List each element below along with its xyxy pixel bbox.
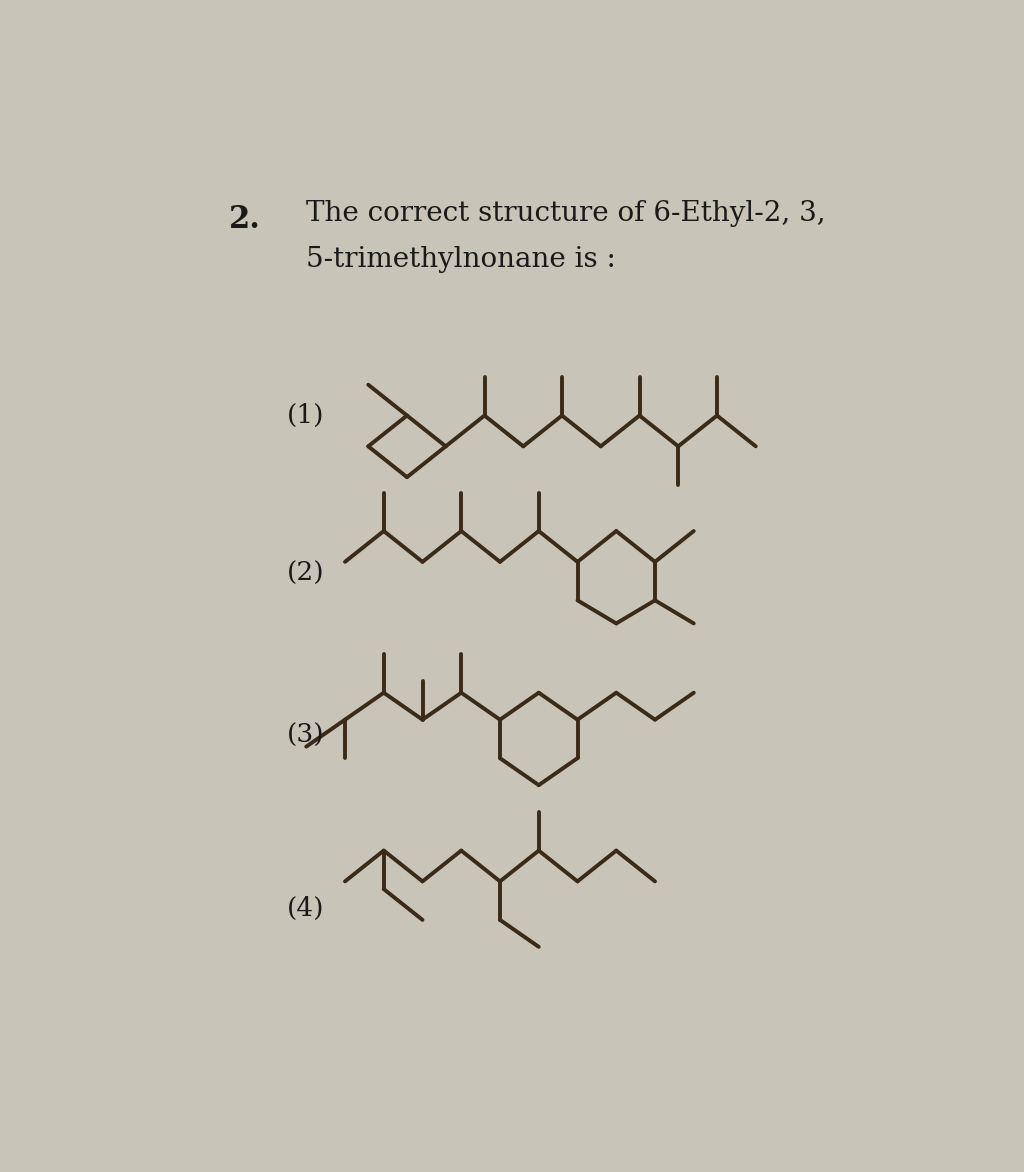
Text: (4): (4) — [287, 895, 325, 921]
Text: (3): (3) — [287, 723, 325, 748]
Text: 2.: 2. — [228, 204, 261, 234]
Text: (1): (1) — [287, 403, 325, 428]
Text: (2): (2) — [287, 561, 325, 586]
Text: The correct structure of 6-Ethyl-2, 3,: The correct structure of 6-Ethyl-2, 3, — [306, 200, 826, 227]
Text: 5-trimethylnonane is :: 5-trimethylnonane is : — [306, 246, 616, 273]
